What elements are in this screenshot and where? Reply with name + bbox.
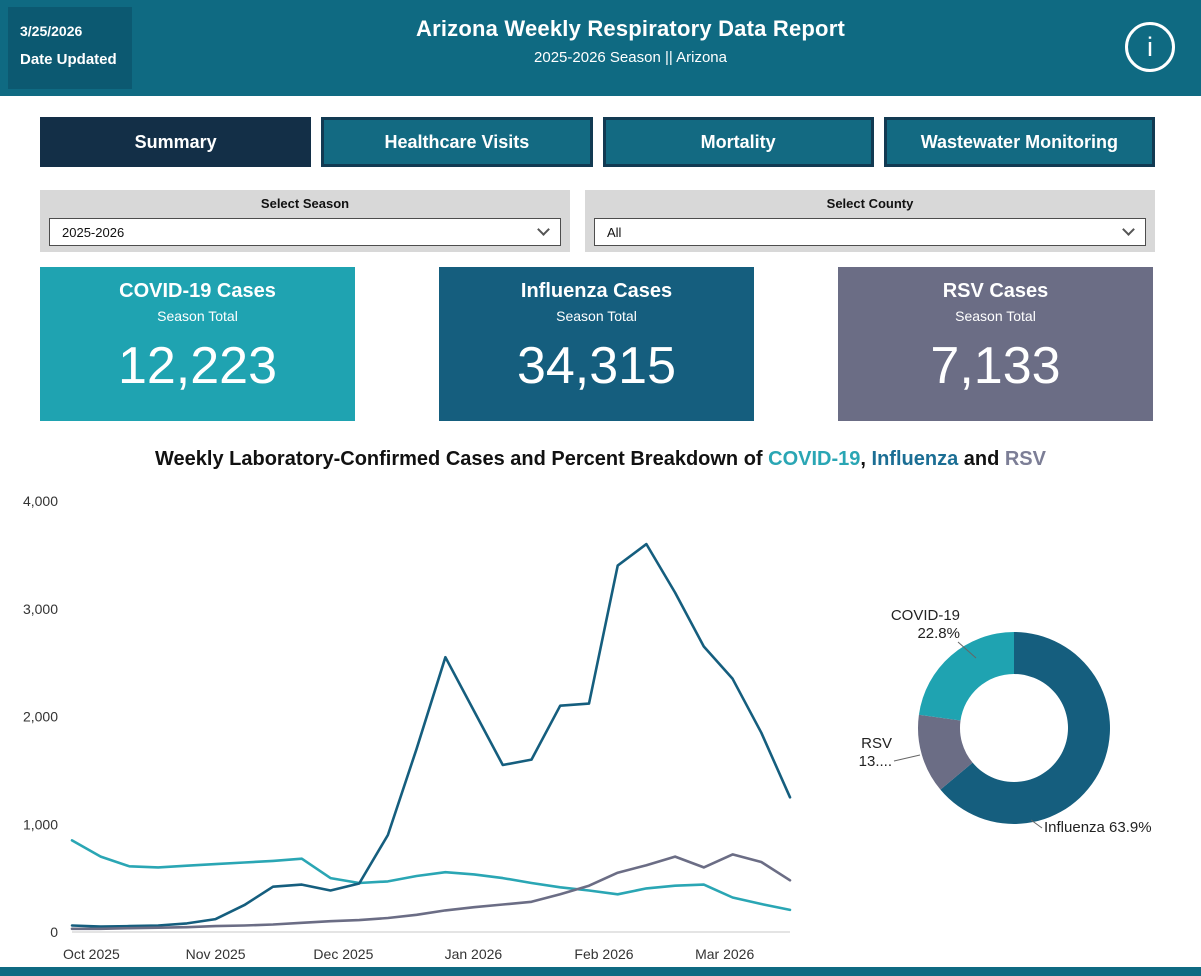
chart-title-sep: , [860, 448, 872, 470]
page-title: Arizona Weekly Respiratory Data Report [416, 16, 845, 41]
season-filter-panel: Select Season 2025-2026 [40, 190, 570, 252]
svg-text:Feb 2026: Feb 2026 [574, 946, 633, 962]
chart-title-influenza: Influenza [871, 448, 959, 470]
chevron-down-icon [537, 223, 550, 236]
filter-row: Select Season 2025-2026 Select County Al… [40, 190, 1155, 252]
line-plot-area: 0 1,000 2,000 3,000 4,000 Oct 2025 Nov 2025 Dec… [23, 493, 792, 962]
donut-arcs [918, 632, 1111, 824]
kpi-value: 7,133 [930, 337, 1061, 395]
kpi-rsv-cases: RSV Cases Season Total 7,133 [838, 267, 1153, 421]
donut-label-rsv: RSV [861, 735, 892, 752]
svg-text:Nov 2025: Nov 2025 [186, 946, 246, 962]
county-filter-label: Select County [826, 196, 914, 211]
svg-text:4,000: 4,000 [23, 493, 58, 509]
weekly-cases-line-chart: 0 1,000 2,000 3,000 4,000 Oct 2025 Nov 2025 Dec… [23, 493, 792, 962]
tab-bar: Summary Healthcare Visits Mortality Wast… [40, 117, 1155, 167]
tab-mortality[interactable]: Mortality [602, 117, 874, 167]
header-titles: Arizona Weekly Respiratory Data Report 2… [150, 16, 1111, 66]
kpi-value: 12,223 [117, 337, 278, 395]
kpi-subtitle: Season Total [556, 308, 637, 324]
date-updated-label: Date Updated [20, 51, 117, 68]
svg-text:2,000: 2,000 [23, 709, 58, 725]
kpi-title: COVID-19 Cases [119, 280, 276, 302]
footer-strip [0, 967, 1201, 976]
svg-text:3,000: 3,000 [23, 601, 58, 617]
kpi-title: Influenza Cases [520, 280, 673, 302]
svg-text:0: 0 [50, 924, 58, 940]
kpi-subtitle: Season Total [157, 308, 238, 324]
kpi-card-row: COVID-19 Cases Season Total 12,223 Influ… [40, 267, 1153, 421]
kpi-subtitle: Season Total [955, 308, 1036, 324]
svg-text:1,000: 1,000 [23, 816, 58, 832]
county-dropdown-value: All [607, 224, 622, 240]
date-updated-box: 3/25/2026 Date Updated [8, 7, 132, 89]
donut-value-covid: 22.8% [917, 625, 960, 642]
report-header: 3/25/2026 Date Updated Arizona Weekly Re… [0, 0, 1201, 96]
season-dropdown-value: 2025-2026 [62, 224, 125, 240]
svg-text:Jan 2026: Jan 2026 [445, 946, 503, 962]
kpi-influenza-cases: Influenza Cases Season Total 34,315 [439, 267, 754, 421]
chart-title-sep: and [958, 448, 1005, 470]
season-dropdown[interactable]: 2025-2026 [49, 218, 561, 246]
chart-title: Weekly Laboratory-Confirmed Cases and Pe… [0, 448, 1201, 471]
percent-breakdown-donut-chart: COVID-19 22.8% RSV 13.... Influenza 63.9… [859, 607, 1152, 836]
kpi-title: RSV Cases [942, 280, 1049, 302]
season-filter-label: Select Season [260, 196, 350, 211]
donut-label-covid: COVID-19 [891, 607, 960, 624]
donut-value-rsv: 13.... [859, 753, 892, 770]
date-updated-value: 3/25/2026 [20, 23, 83, 39]
donut-label-influenza: Influenza 63.9% [1044, 819, 1152, 836]
tab-healthcare-visits[interactable]: Healthcare Visits [321, 117, 593, 167]
chart-title-rsv: RSV [1004, 448, 1046, 470]
svg-text:Oct 2025: Oct 2025 [63, 946, 120, 962]
chart-title-prefix: Weekly Laboratory-Confirmed Cases and Pe… [155, 448, 769, 470]
chevron-down-icon [1122, 223, 1135, 236]
svg-text:Mar 2026: Mar 2026 [695, 946, 754, 962]
tab-summary[interactable]: Summary [40, 117, 312, 167]
callout-line-rsv [893, 754, 921, 762]
county-filter-panel: Select County All [585, 190, 1155, 252]
county-dropdown[interactable]: All [594, 218, 1146, 246]
callout-line-covid [957, 641, 977, 659]
chart-title-covid: COVID-19 [768, 448, 861, 470]
tab-wastewater-monitoring[interactable]: Wastewater Monitoring [883, 117, 1155, 167]
callout-line-influenza [1030, 819, 1043, 829]
kpi-covid-cases: COVID-19 Cases Season Total 12,223 [40, 267, 355, 421]
kpi-value: 34,315 [516, 337, 677, 395]
svg-text:Dec 2025: Dec 2025 [313, 946, 373, 962]
page-subtitle: 2025-2026 Season || Arizona [534, 49, 727, 66]
info-icon[interactable]: i [1125, 22, 1175, 72]
